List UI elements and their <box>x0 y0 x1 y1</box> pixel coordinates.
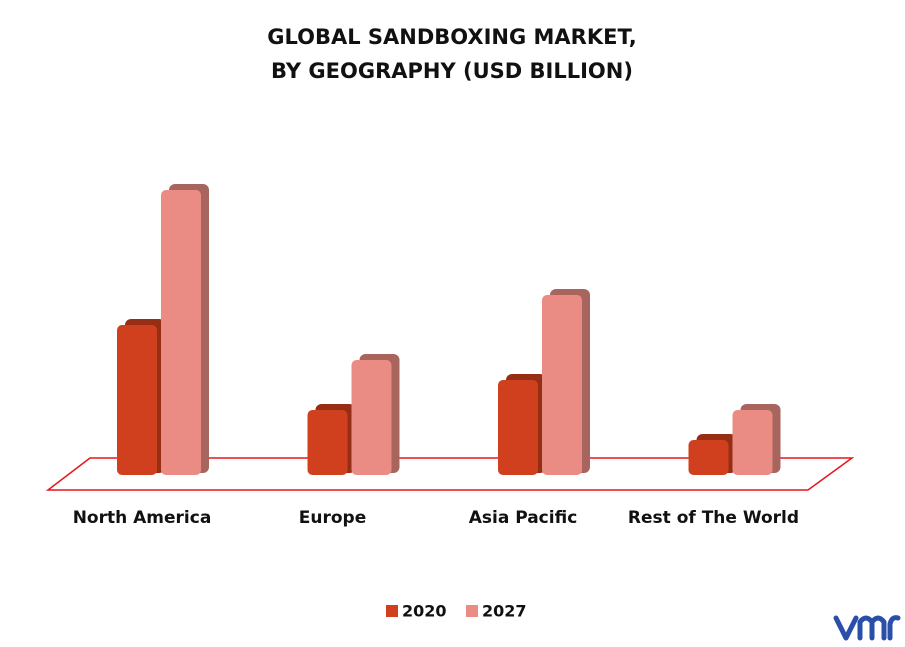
legend-swatch <box>466 605 478 617</box>
legend-swatch <box>386 605 398 617</box>
bar <box>688 440 729 475</box>
chart-title: BY GEOGRAPHY (USD BILLION) <box>271 59 633 83</box>
chart-title: GLOBAL SANDBOXING MARKET, <box>267 25 637 49</box>
bar <box>498 380 538 475</box>
bar <box>161 190 201 475</box>
bar <box>351 360 392 475</box>
x-tick-label: Europe <box>299 508 366 528</box>
logo <box>833 615 901 641</box>
bar <box>732 410 773 475</box>
legend-label: 2027 <box>482 602 527 621</box>
x-tick-label: Asia Pacific <box>469 508 578 528</box>
bar <box>542 295 582 475</box>
floor <box>45 457 855 491</box>
bar <box>117 325 157 475</box>
x-tick-label: North America <box>73 508 212 528</box>
x-tick-label: Rest of The World <box>628 508 799 528</box>
legend-label: 2020 <box>402 602 447 621</box>
bar <box>307 410 348 475</box>
